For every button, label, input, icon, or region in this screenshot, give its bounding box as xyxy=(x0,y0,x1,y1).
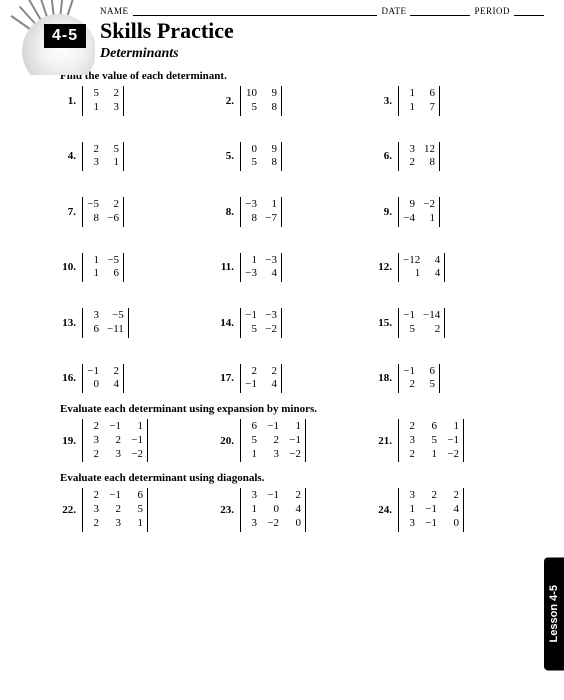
problem: 9. 9−2−41 xyxy=(376,197,534,227)
determinant: 5213 xyxy=(82,86,124,116)
determinant: −1625 xyxy=(398,364,440,394)
page-title: Skills Practice xyxy=(100,18,564,44)
problem-number: 12. xyxy=(376,261,392,273)
problems-2x2-grid: 1. 5213 2. 10958 3. 1617 4. 2531 5. 0958 6. 31228 7.… xyxy=(0,86,564,393)
determinant: −528−6 xyxy=(82,197,124,227)
problem-number: 1. xyxy=(60,95,76,107)
problem-number: 11. xyxy=(218,261,234,273)
problem-number: 8. xyxy=(218,206,234,218)
lesson-side-tab: Lesson 4-5 xyxy=(544,557,564,670)
problem-number: 2. xyxy=(218,95,234,107)
problem: 18. −1625 xyxy=(376,364,534,394)
problem-number: 23. xyxy=(218,504,234,516)
problems-3x3b-grid: 22. 2−16325231 23. 3−121043−20 24. 3221−143−1… xyxy=(0,488,564,531)
date-label: DATE xyxy=(381,6,406,16)
problem: 2. 10958 xyxy=(218,86,376,116)
problem-number: 21. xyxy=(376,435,392,447)
problem-number: 19. xyxy=(60,435,76,447)
determinant: 9−2−41 xyxy=(398,197,440,227)
problem-number: 10. xyxy=(60,261,76,273)
determinant: 1617 xyxy=(398,86,440,116)
page-subtitle: Determinants xyxy=(100,46,564,62)
problem: 13. 3−56−11 xyxy=(60,308,218,338)
problem-number: 22. xyxy=(60,504,76,516)
problem: 24. 3221−143−10 xyxy=(376,488,534,531)
period-label: PERIOD xyxy=(474,6,510,16)
date-underline xyxy=(410,6,470,16)
problem-number: 3. xyxy=(376,95,392,107)
determinant: 0958 xyxy=(240,142,282,172)
problem-number: 7. xyxy=(60,206,76,218)
problem-number: 13. xyxy=(60,317,76,329)
problem: 1. 5213 xyxy=(60,86,218,116)
determinant: 3221−143−10 xyxy=(398,488,464,531)
problem: 8. −318−7 xyxy=(218,197,376,227)
problem-number: 18. xyxy=(376,372,392,384)
problem: 16. −1204 xyxy=(60,364,218,394)
problem: 14. −1−35−2 xyxy=(218,308,376,338)
problem-number: 4. xyxy=(60,150,76,162)
problem: 19. 2−1132−123−2 xyxy=(60,419,218,462)
problem: 22. 2−16325231 xyxy=(60,488,218,531)
determinant: 2531 xyxy=(82,142,124,172)
problem: 3. 1617 xyxy=(376,86,534,116)
problem-number: 6. xyxy=(376,150,392,162)
problem-number: 16. xyxy=(60,372,76,384)
problem: 7. −528−6 xyxy=(60,197,218,227)
problem: 11. 1−3−34 xyxy=(218,253,376,283)
determinant: 1−516 xyxy=(82,253,124,283)
determinant: 31228 xyxy=(398,142,440,172)
determinant: −318−7 xyxy=(240,197,282,227)
lesson-number-badge: 4-5 xyxy=(44,24,86,48)
problem: 23. 3−121043−20 xyxy=(218,488,376,531)
determinant: 3−121043−20 xyxy=(240,488,306,531)
problem-number: 15. xyxy=(376,317,392,329)
determinant: −1−1452 xyxy=(398,308,445,338)
name-underline xyxy=(133,6,378,16)
determinant: 1−3−34 xyxy=(240,253,282,283)
problem: 4. 2531 xyxy=(60,142,218,172)
problem: 6. 31228 xyxy=(376,142,534,172)
determinant: 2−16325231 xyxy=(82,488,148,531)
section-3-heading: Evaluate each determinant using diagonal… xyxy=(60,472,564,484)
problem-number: 24. xyxy=(376,504,392,516)
problem: 21. 26135−121−2 xyxy=(376,419,534,462)
determinant: −1204 xyxy=(82,364,124,394)
problem: 10. 1−516 xyxy=(60,253,218,283)
problem: 15. −1−1452 xyxy=(376,308,534,338)
problem: 5. 0958 xyxy=(218,142,376,172)
determinant: 10958 xyxy=(240,86,282,116)
determinant: −12414 xyxy=(398,253,445,283)
problem-number: 20. xyxy=(218,435,234,447)
section-1-heading: Find the value of each determinant. xyxy=(60,70,564,82)
determinant: 22−14 xyxy=(240,364,282,394)
problem: 12. −12414 xyxy=(376,253,534,283)
determinant: 2−1132−123−2 xyxy=(82,419,148,462)
determinant: 3−56−11 xyxy=(82,308,129,338)
problem-number: 9. xyxy=(376,206,392,218)
problems-3x3a-grid: 19. 2−1132−123−2 20. 6−1152−113−2 21. 26135−1… xyxy=(0,419,564,462)
problem-number: 14. xyxy=(218,317,234,329)
problem: 17. 22−14 xyxy=(218,364,376,394)
name-label: NAME xyxy=(100,6,129,16)
problem: 20. 6−1152−113−2 xyxy=(218,419,376,462)
determinant: −1−35−2 xyxy=(240,308,282,338)
problem-number: 5. xyxy=(218,150,234,162)
problem-number: 17. xyxy=(218,372,234,384)
section-2-heading: Evaluate each determinant using expansio… xyxy=(60,403,564,415)
determinant: 26135−121−2 xyxy=(398,419,464,462)
period-underline xyxy=(514,6,544,16)
determinant: 6−1152−113−2 xyxy=(240,419,306,462)
